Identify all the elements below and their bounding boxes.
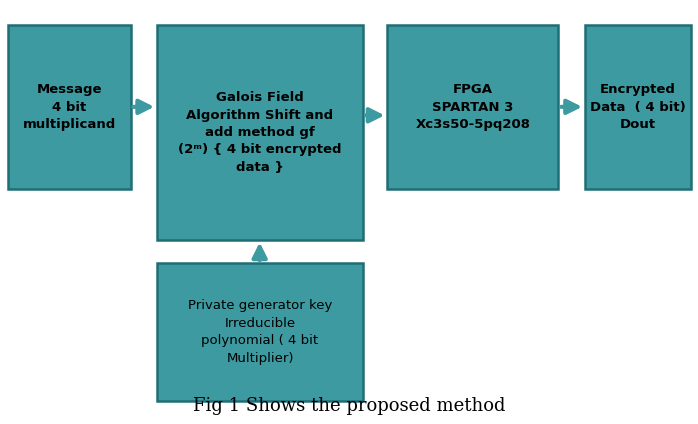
Text: Message
4 bit
multiplicand: Message 4 bit multiplicand: [23, 83, 116, 131]
FancyBboxPatch shape: [387, 25, 558, 189]
Text: Galois Field
Algorithm Shift and
add method gf
(2ᵐ) { 4 bit encrypted
data }: Galois Field Algorithm Shift and add met…: [178, 91, 342, 174]
FancyBboxPatch shape: [585, 25, 691, 189]
Text: FPGA
SPARTAN 3
Xc3s50-5pq208: FPGA SPARTAN 3 Xc3s50-5pq208: [415, 83, 530, 131]
Text: Private generator key
Irreducible
polynomial ( 4 bit
Multiplier): Private generator key Irreducible polyno…: [188, 299, 332, 365]
Text: Encrypted
Data  ( 4 bit)
Dout: Encrypted Data ( 4 bit) Dout: [590, 83, 686, 131]
FancyBboxPatch shape: [157, 25, 363, 240]
Text: Fig 1 Shows the proposed method: Fig 1 Shows the proposed method: [193, 397, 505, 415]
FancyBboxPatch shape: [8, 25, 131, 189]
FancyBboxPatch shape: [157, 263, 363, 401]
